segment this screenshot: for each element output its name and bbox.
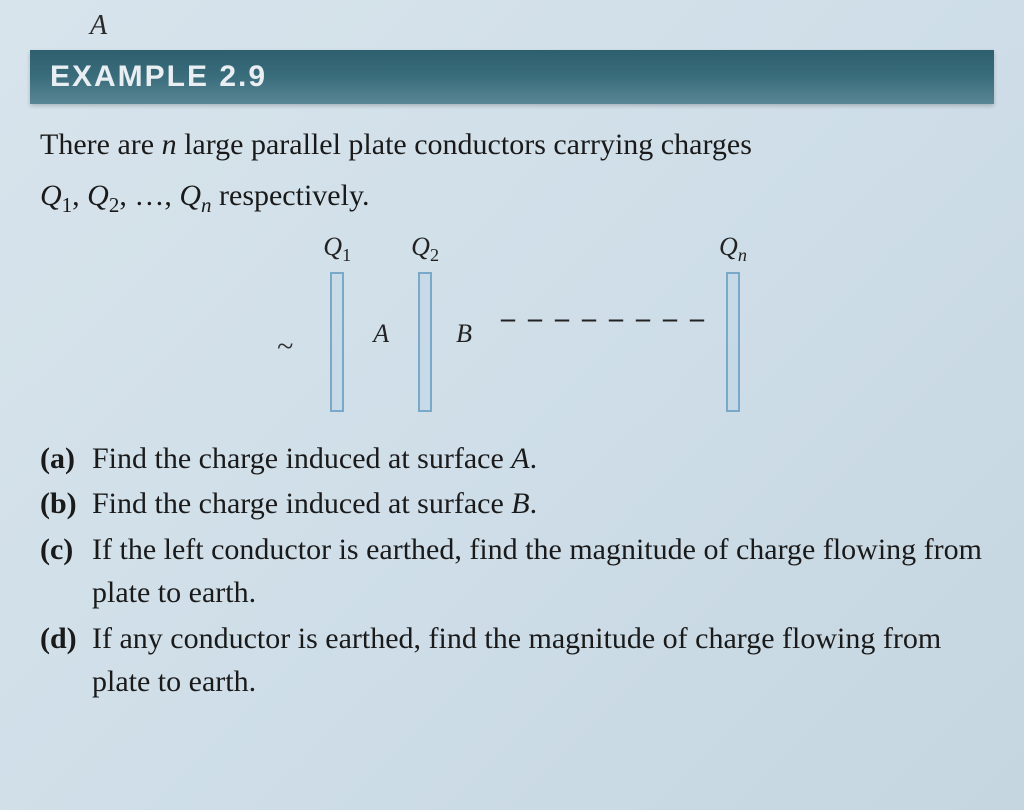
label-d: (d) [40, 617, 92, 704]
example-heading-text: EXAMPLE 2.9 [50, 60, 267, 93]
qb-surface: B [511, 487, 529, 520]
plate1-q: Q [323, 232, 342, 261]
text-a: Find the charge induced at surface A. [92, 437, 984, 481]
plate-n-group: Qn [719, 232, 747, 412]
text-b: Find the charge induced at surface B. [92, 482, 984, 526]
qn-var: Q [179, 179, 201, 212]
q2-sub: 2 [109, 193, 120, 217]
question-list: (a) Find the charge induced at surface A… [40, 437, 984, 704]
q1-sub: 1 [62, 193, 73, 217]
qc-before: If the left conductor is earthed, find t… [92, 533, 982, 610]
question-c: (c) If the left conductor is earthed, fi… [40, 528, 984, 615]
tilde-mark: ~ [277, 330, 293, 364]
problem-prefix: There are [40, 128, 162, 161]
page-container: A EXAMPLE 2.9 There are n large parallel… [0, 0, 1024, 810]
surface-B-label: B [456, 319, 472, 349]
platen-sub: n [738, 245, 747, 265]
top-fragment-text: A [90, 10, 984, 42]
q1-var: Q [40, 179, 62, 212]
example-heading-bar: EXAMPLE 2.9 [30, 50, 994, 104]
comma1: , [72, 179, 87, 212]
var-n: n [162, 128, 177, 161]
qb-before: Find the charge induced at surface [92, 487, 511, 520]
respectively: respectively. [212, 179, 370, 212]
text-d: If any conductor is earthed, find the ma… [92, 617, 984, 704]
q2-var: Q [87, 179, 109, 212]
plate2-q: Q [411, 232, 430, 261]
problem-line2: Q1, Q2, …, Qn respectively. [40, 173, 984, 222]
gap-A: A [351, 232, 411, 407]
dashes-region: – – – – – – – – [489, 232, 719, 407]
comma2: , …, [119, 179, 179, 212]
plate2-sub: 2 [430, 245, 439, 265]
plate-n-rect [726, 272, 740, 412]
plate1-sub: 1 [342, 245, 351, 265]
label-b: (b) [40, 482, 92, 526]
qd-before: If any conductor is earthed, find the ma… [92, 622, 941, 699]
qa-surface: A [511, 442, 529, 475]
plate-2-label: Q2 [411, 232, 439, 266]
qa-before: Find the charge induced at surface [92, 442, 511, 475]
label-a: (a) [40, 437, 92, 481]
label-c: (c) [40, 528, 92, 615]
surface-A-label: A [373, 319, 389, 349]
plate-1-group: Q1 [323, 232, 351, 412]
text-c: If the left conductor is earthed, find t… [92, 528, 984, 615]
plate-n-label: Qn [719, 232, 747, 266]
plate-1-rect [330, 272, 344, 412]
qn-sub: n [201, 193, 212, 217]
problem-line1: There are n large parallel plate conduct… [40, 122, 984, 167]
problem-suffix1: large parallel plate conductors carrying… [177, 128, 752, 161]
platen-q: Q [719, 232, 738, 261]
plate-2-group: Q2 [411, 232, 439, 412]
qa-after: . [530, 442, 538, 475]
gap-B: B [439, 232, 489, 407]
qb-after: . [530, 487, 538, 520]
question-d: (d) If any conductor is earthed, find th… [40, 617, 984, 704]
question-a: (a) Find the charge induced at surface A… [40, 437, 984, 481]
plate-diagram: ~ Q1 A Q2 B – – – – – – – – Qn [40, 232, 984, 412]
question-b: (b) Find the charge induced at surface B… [40, 482, 984, 526]
ellipsis-dashes: – – – – – – – – [501, 303, 707, 335]
plate-1-label: Q1 [323, 232, 351, 266]
plate-2-rect [418, 272, 432, 412]
